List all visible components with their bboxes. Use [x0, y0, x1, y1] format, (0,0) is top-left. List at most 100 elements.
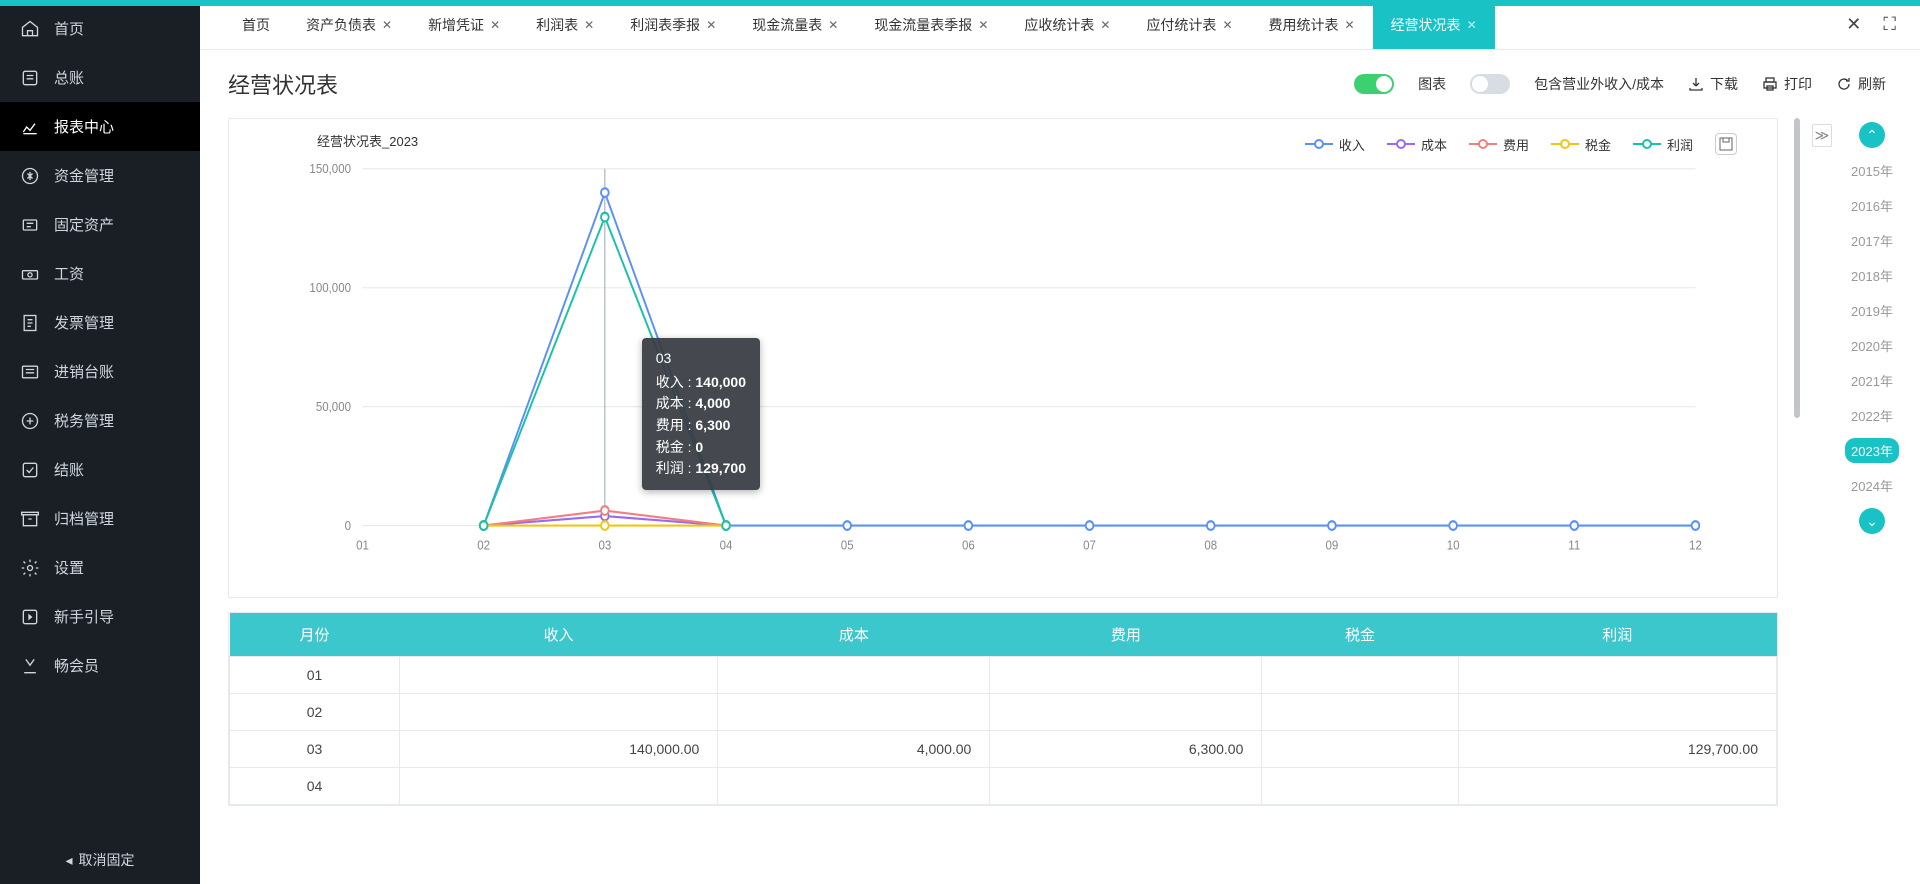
- download-label: 下载: [1710, 74, 1738, 94]
- column-header: 税金: [1262, 613, 1458, 657]
- tab-资产负债表[interactable]: 资产负债表✕: [288, 0, 410, 49]
- legend-item[interactable]: 税金: [1551, 135, 1611, 154]
- sidebar-item-reports[interactable]: 报表中心: [0, 102, 200, 151]
- sidebar-unpin-button[interactable]: ◂取消固定: [0, 836, 200, 884]
- svg-text:06: 06: [962, 538, 975, 553]
- sidebar-item-vip[interactable]: 畅会员: [0, 641, 200, 690]
- year-option[interactable]: 2018年: [1845, 263, 1899, 288]
- year-scroll-down[interactable]: ⌄: [1859, 508, 1885, 534]
- year-option[interactable]: 2020年: [1845, 333, 1899, 358]
- svg-text:100,000: 100,000: [309, 280, 351, 295]
- toggle-extra-label: 包含营业外收入/成本: [1534, 74, 1664, 94]
- download-button[interactable]: 下载: [1688, 74, 1738, 94]
- sidebar-item-settings[interactable]: 设置: [0, 543, 200, 592]
- tab-close-icon[interactable]: ✕: [706, 18, 716, 32]
- toggle-chart[interactable]: [1354, 74, 1394, 94]
- tab-close-icon[interactable]: ✕: [1222, 18, 1232, 32]
- column-header: 月份: [230, 613, 400, 657]
- sidebar-item-closing[interactable]: 结账: [0, 445, 200, 494]
- home-icon: [20, 19, 40, 39]
- svg-text:03: 03: [598, 538, 611, 553]
- sidebar-item-archive[interactable]: 归档管理: [0, 494, 200, 543]
- year-option[interactable]: 2017年: [1845, 228, 1899, 253]
- sidebar-item-label: 报表中心: [54, 116, 114, 137]
- toggle-chart-label: 图表: [1418, 74, 1446, 94]
- invoice-icon: [20, 313, 40, 333]
- legend-item[interactable]: 成本: [1387, 135, 1447, 154]
- tab-close-icon[interactable]: ✕: [828, 18, 838, 32]
- collapse-panel-toggle[interactable]: ≫: [1814, 118, 1830, 872]
- tab-close-icon[interactable]: ✕: [382, 18, 392, 32]
- fullscreen-icon[interactable]: ⛶: [1883, 14, 1896, 35]
- tab-经营状况表[interactable]: 经营状况表✕: [1373, 0, 1495, 49]
- tab-利润表季报[interactable]: 利润表季报 ✕: [612, 0, 734, 49]
- year-option[interactable]: 2021年: [1845, 368, 1899, 393]
- cell-month: 01: [230, 657, 400, 694]
- tab-利润表[interactable]: 利润表✕: [518, 0, 612, 49]
- refresh-button[interactable]: 刷新: [1836, 74, 1886, 94]
- legend-item[interactable]: 收入: [1305, 135, 1365, 154]
- tab-close-icon[interactable]: ✕: [584, 18, 594, 32]
- tab-close-icon[interactable]: ✕: [978, 18, 988, 32]
- cell-month: 04: [230, 768, 400, 805]
- chart-save-icon[interactable]: [1715, 133, 1737, 155]
- year-option[interactable]: 2019年: [1845, 298, 1899, 323]
- page-header: 经营状况表 图表 包含营业外收入/成本 下载 打印 刷新: [200, 50, 1920, 118]
- tab-首页[interactable]: 首页: [224, 0, 288, 49]
- print-button[interactable]: 打印: [1762, 74, 1812, 94]
- sidebar-item-assets[interactable]: 固定资产: [0, 200, 200, 249]
- year-panel: ⌃ 2015年 2016年 2017年 2018年 2019年 2020年 2021年 2022…: [1842, 118, 1902, 872]
- close-icon[interactable]: ✕: [1846, 14, 1861, 35]
- funds-icon: [20, 166, 40, 186]
- sidebar-item-tax[interactable]: 税务管理: [0, 396, 200, 445]
- svg-text:12: 12: [1689, 538, 1702, 553]
- sidebar-item-purchase-sales[interactable]: 进销台账: [0, 347, 200, 396]
- tab-label: 利润表季报: [630, 15, 700, 35]
- sidebar-item-label: 首页: [54, 18, 84, 39]
- salary-icon: [20, 264, 40, 284]
- sidebar-item-invoice[interactable]: 发票管理: [0, 298, 200, 347]
- year-option[interactable]: 2023年: [1845, 438, 1899, 463]
- cell-value: [1458, 694, 1776, 731]
- sidebar-item-label: 工资: [54, 263, 84, 284]
- sidebar-item-label: 归档管理: [54, 508, 114, 529]
- year-option[interactable]: 2022年: [1845, 403, 1899, 428]
- tab-close-icon[interactable]: ✕: [490, 18, 500, 32]
- cell-value: [990, 694, 1262, 731]
- year-scroll-up[interactable]: ⌃: [1859, 122, 1885, 148]
- legend-item[interactable]: 利润: [1633, 135, 1693, 154]
- tab-现金流量表[interactable]: 现金流量表✕: [734, 0, 856, 49]
- toggle-extra-income[interactable]: [1470, 74, 1510, 94]
- tab-应付统计表[interactable]: 应付统计表✕: [1128, 0, 1250, 49]
- svg-text:0: 0: [345, 518, 352, 533]
- sidebar-item-guide[interactable]: 新手引导: [0, 592, 200, 641]
- legend-item[interactable]: 费用: [1469, 135, 1529, 154]
- tab-close-icon[interactable]: ✕: [1100, 18, 1110, 32]
- tab-应收统计表[interactable]: 应收统计表✕: [1006, 0, 1128, 49]
- tab-现金流量表季报[interactable]: 现金流量表季报✕: [856, 0, 1006, 49]
- tab-close-icon[interactable]: ✕: [1345, 18, 1355, 32]
- vertical-scrollbar[interactable]: [1792, 118, 1802, 872]
- sidebar-item-label: 新手引导: [54, 606, 114, 627]
- year-option[interactable]: 2024年: [1845, 473, 1899, 498]
- cell-value: [1262, 657, 1458, 694]
- year-option[interactable]: 2015年: [1845, 158, 1899, 183]
- chart-plot-area: 050,000100,000150,0000102030405060708091…: [257, 158, 1753, 558]
- sidebar-item-salary[interactable]: 工资: [0, 249, 200, 298]
- tab-新增凭证[interactable]: 新增凭证✕: [410, 0, 518, 49]
- cell-value: [400, 657, 718, 694]
- cell-value: [1262, 731, 1458, 768]
- tab-close-icon[interactable]: ✕: [1467, 18, 1477, 32]
- sidebar-item-funds[interactable]: 资金管理: [0, 151, 200, 200]
- scroll-thumb[interactable]: [1794, 118, 1800, 418]
- reports-icon: [20, 117, 40, 137]
- sidebar-item-label: 资金管理: [54, 165, 114, 186]
- cell-value: [1458, 657, 1776, 694]
- cell-value: [400, 768, 718, 805]
- tab-费用统计表[interactable]: 费用统计表✕: [1251, 0, 1373, 49]
- year-option[interactable]: 2016年: [1845, 193, 1899, 218]
- table-row: 02: [230, 694, 1777, 731]
- sidebar-item-ledger[interactable]: 总账: [0, 53, 200, 102]
- table-row: 01: [230, 657, 1777, 694]
- sidebar-item-home[interactable]: 首页: [0, 4, 200, 53]
